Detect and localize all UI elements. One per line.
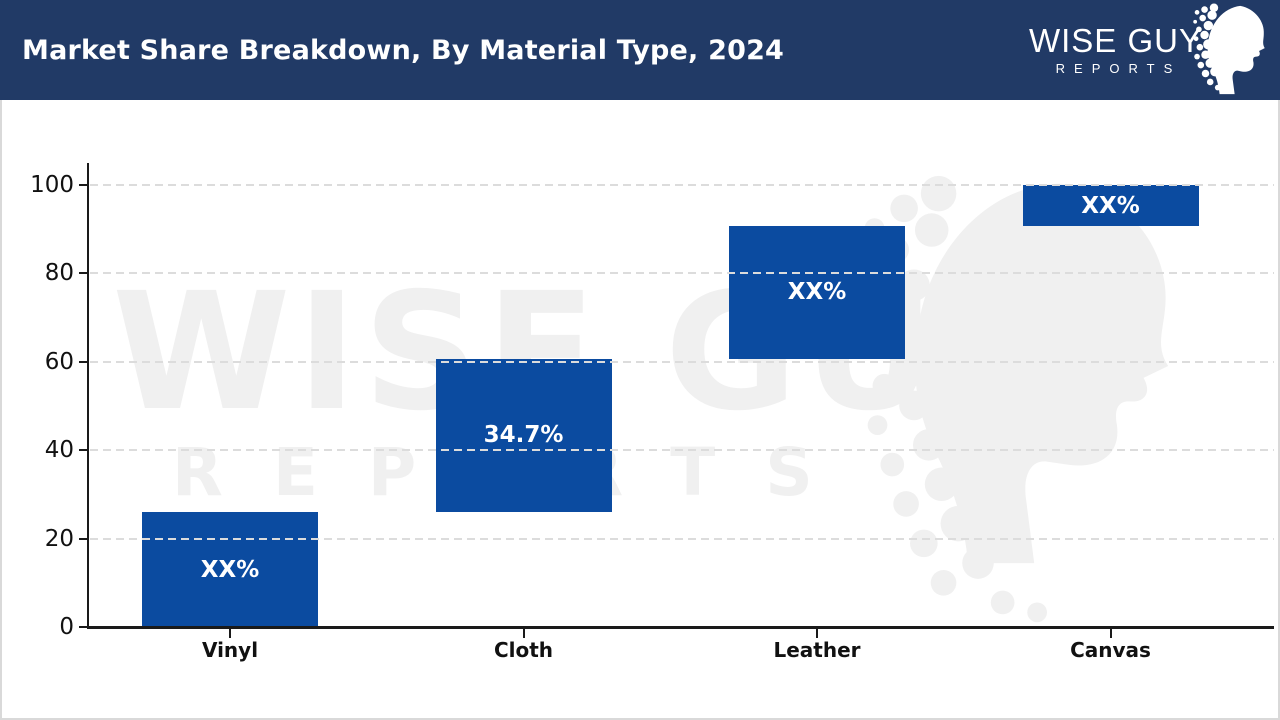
y-tick-label: 40	[44, 437, 74, 464]
x-tick-mark	[1109, 629, 1112, 638]
header-bar: Market Share Breakdown, By Material Type…	[0, 0, 1280, 100]
y-tick-label: 20	[44, 525, 74, 552]
y-tick-label: 60	[44, 348, 74, 375]
watermark-head-profile-icon	[845, 168, 1180, 637]
bar-value-label: XX%	[200, 556, 260, 583]
head-profile-icon	[1188, 3, 1270, 97]
x-axis-label-leather: Leather	[773, 638, 861, 662]
logo-text: WISE GUY REPORTS	[1029, 24, 1202, 76]
gridline-100	[90, 184, 1274, 186]
page-title: Market Share Breakdown, By Material Type…	[22, 34, 785, 66]
gridline-60	[90, 360, 1274, 363]
y-tick-label: 80	[44, 260, 74, 287]
bar-vinyl: XX%	[142, 512, 318, 627]
x-axis-label-vinyl: Vinyl	[201, 638, 259, 662]
bar-cloth: 34.7%	[435, 358, 612, 513]
wise-guy-logo: WISE GUY REPORTS	[1029, 3, 1270, 97]
bar-leather: XX%	[729, 226, 905, 359]
y-tick-mark	[79, 272, 88, 275]
logo-subtitle: REPORTS	[1055, 61, 1182, 76]
y-axis-line	[87, 163, 89, 629]
bar-canvas: XX%	[1022, 185, 1199, 227]
image-border-bottom	[0, 718, 1280, 720]
bar-value-label: XX%	[1081, 192, 1140, 219]
bar-value-label: 34.7%	[483, 422, 564, 449]
gridline-40	[90, 449, 1274, 452]
x-tick-mark	[816, 629, 818, 638]
image-border-right	[1278, 100, 1280, 720]
y-tick-mark	[79, 626, 88, 628]
x-axis-label-cloth: Cloth	[493, 638, 554, 662]
x-axis-line	[87, 626, 1274, 629]
logo-wordmark: WISE GUY	[1028, 22, 1202, 59]
x-axis-label-canvas: Canvas	[1070, 638, 1151, 662]
x-tick-mark	[229, 629, 231, 638]
y-tick-label: 0	[59, 614, 74, 640]
gridline-20	[90, 537, 1274, 540]
y-tick-mark	[79, 449, 88, 452]
y-tick-label: 100	[30, 172, 74, 198]
gridline-80	[90, 272, 1274, 275]
image-border-left	[0, 100, 2, 720]
y-tick-mark	[79, 537, 88, 540]
x-tick-mark	[522, 629, 525, 638]
y-tick-mark	[79, 360, 88, 363]
y-tick-mark	[79, 184, 88, 186]
bar-value-label: XX%	[787, 279, 847, 306]
